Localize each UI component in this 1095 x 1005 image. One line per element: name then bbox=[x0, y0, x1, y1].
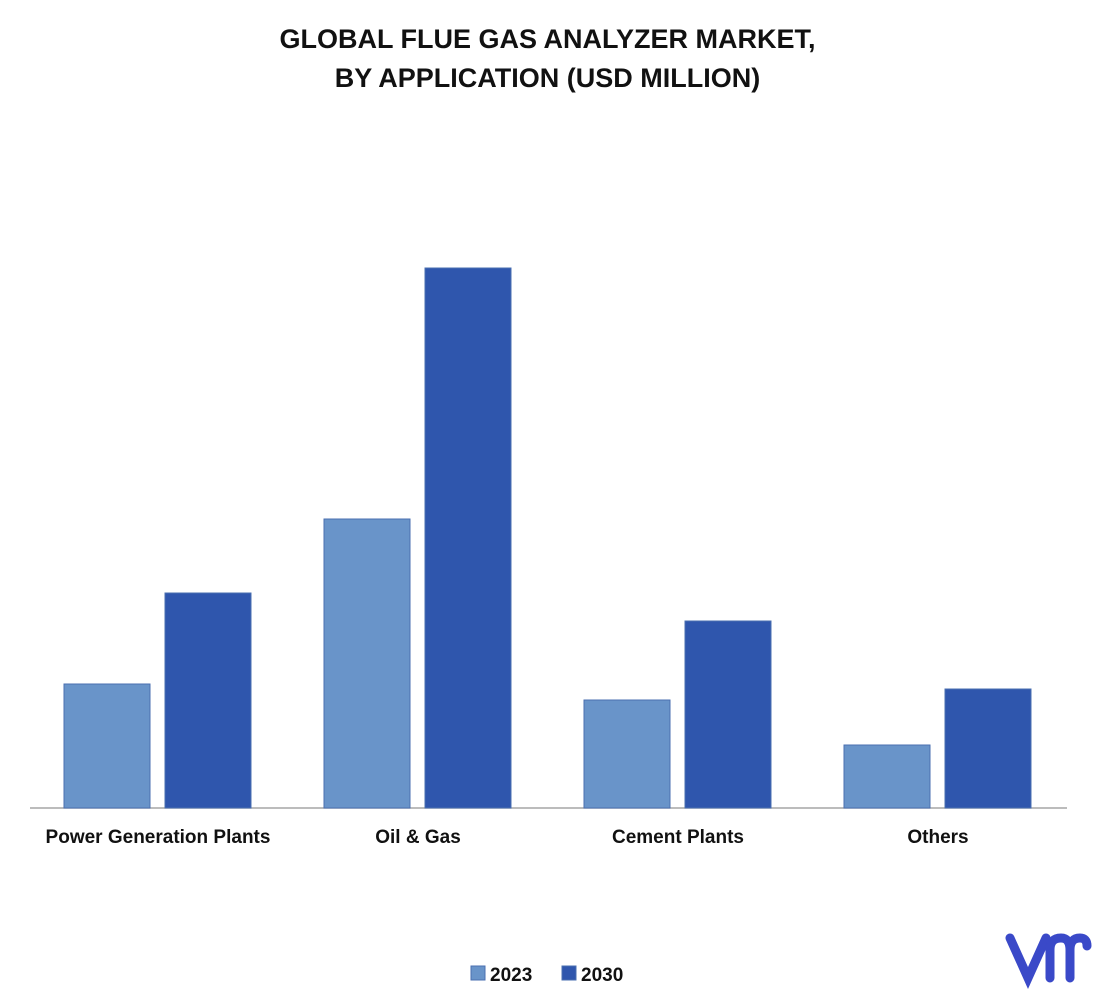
x-tick-label: Oil & Gas bbox=[375, 827, 461, 848]
chart-title: GLOBAL FLUE GAS ANALYZER MARKET, BY APPL… bbox=[279, 24, 816, 93]
legend-swatch bbox=[470, 965, 486, 981]
bar bbox=[944, 688, 1032, 809]
bar bbox=[63, 683, 151, 809]
x-tick-label: Others bbox=[907, 827, 968, 848]
bar bbox=[323, 518, 411, 809]
bar bbox=[164, 592, 252, 809]
x-tick-label: Power Generation Plants bbox=[46, 827, 271, 848]
bar bbox=[583, 699, 671, 809]
legend-swatch bbox=[561, 965, 577, 981]
bar bbox=[424, 267, 512, 809]
x-tick-label: Cement Plants bbox=[612, 827, 744, 848]
logo bbox=[1005, 933, 1092, 989]
legend-label: 2023 bbox=[490, 965, 532, 986]
legend-label: 2030 bbox=[581, 965, 623, 986]
bar bbox=[843, 744, 931, 809]
bar bbox=[684, 620, 772, 809]
